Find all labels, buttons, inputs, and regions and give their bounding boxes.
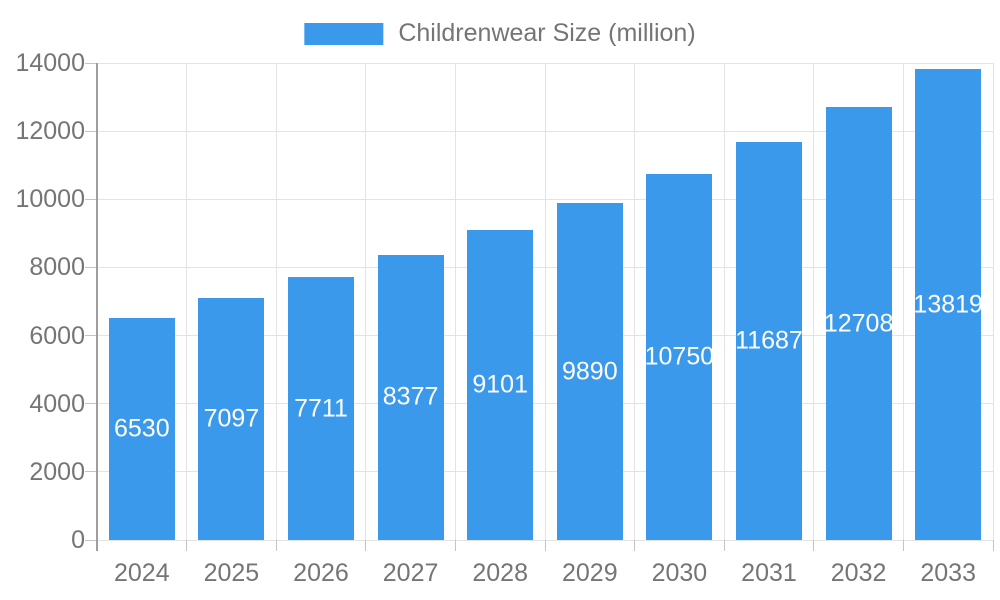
x-gridline [186, 63, 188, 540]
bar[interactable]: 13819 [913, 69, 983, 540]
x-axis-label: 2033 [920, 559, 976, 587]
x-axis-label: 2025 [203, 559, 260, 587]
x-axis-tick [186, 540, 188, 551]
x-axis-label: 2027 [382, 559, 439, 587]
x-gridline [992, 63, 994, 540]
y-axis-label: 4000 [29, 389, 85, 418]
x-axis-label: 2030 [651, 559, 708, 587]
x-gridline [634, 63, 636, 540]
bar-value-label: 13819 [913, 290, 983, 319]
legend[interactable]: Childrenwear Size (million) [304, 19, 696, 48]
x-gridline [723, 63, 725, 540]
y-axis-label: 2000 [29, 457, 85, 486]
x-gridline [813, 63, 815, 540]
legend-swatch[interactable] [304, 22, 384, 45]
bar-value-label: 11687 [735, 326, 803, 355]
bar[interactable]: 11687 [735, 141, 803, 540]
x-axis-tick [634, 540, 636, 551]
bar[interactable]: 9890 [556, 203, 623, 540]
x-axis-tick [275, 540, 277, 551]
y-axis-label: 14000 [15, 49, 85, 77]
x-axis-tick [723, 540, 725, 551]
bar-value-label: 9890 [561, 357, 618, 385]
x-axis-tick [992, 540, 994, 551]
x-axis-label: 2032 [830, 559, 887, 587]
y-axis-tick [85, 471, 97, 473]
bar[interactable]: 7097 [198, 298, 265, 540]
bar[interactable]: 8377 [377, 254, 444, 540]
bar[interactable]: 12708 [823, 107, 894, 540]
bar[interactable]: 7711 [288, 277, 354, 540]
bar-value-label: 12708 [823, 309, 894, 337]
y-axis-tick [85, 335, 97, 337]
bar-value-label: 7711 [294, 394, 348, 423]
y-axis-label: 0 [71, 526, 85, 554]
x-axis-tick [454, 540, 456, 551]
y-axis-label: 10000 [15, 185, 85, 214]
x-gridline [454, 63, 456, 540]
x-axis-label: 2028 [472, 559, 528, 587]
bar[interactable]: 9101 [467, 229, 534, 540]
bar-value-label: 9101 [472, 370, 528, 399]
y-axis-line [96, 63, 98, 551]
x-gridline [365, 63, 367, 540]
bar-value-label: 10750 [644, 342, 715, 371]
y-axis-tick [85, 539, 97, 541]
x-axis-label: 2026 [293, 559, 349, 587]
x-gridline [902, 63, 904, 540]
bar-value-label: 8377 [382, 382, 439, 411]
bar-value-label: 6530 [113, 414, 170, 443]
y-axis-tick [85, 198, 97, 200]
bar[interactable]: 6530 [108, 317, 175, 540]
legend-label[interactable]: Childrenwear Size (million) [398, 19, 696, 47]
bar-value-label: 7097 [203, 404, 260, 433]
x-axis-tick [365, 540, 367, 551]
x-axis-label: 2031 [741, 559, 797, 587]
x-axis-tick [544, 540, 546, 551]
y-axis-label: 8000 [29, 253, 85, 282]
y-axis-label: 12000 [15, 117, 85, 146]
x-gridline [275, 63, 277, 540]
bar[interactable]: 10750 [644, 173, 715, 540]
x-axis-tick [902, 540, 904, 551]
x-axis-tick [813, 540, 815, 551]
y-axis-tick [85, 266, 97, 268]
x-axis-label: 2024 [113, 559, 170, 587]
x-axis-label: 2029 [561, 559, 618, 587]
y-axis-tick [85, 130, 97, 132]
x-gridline [544, 63, 546, 540]
y-axis-tick [85, 403, 97, 405]
y-axis-label: 6000 [29, 321, 85, 350]
y-axis-tick [85, 62, 97, 64]
